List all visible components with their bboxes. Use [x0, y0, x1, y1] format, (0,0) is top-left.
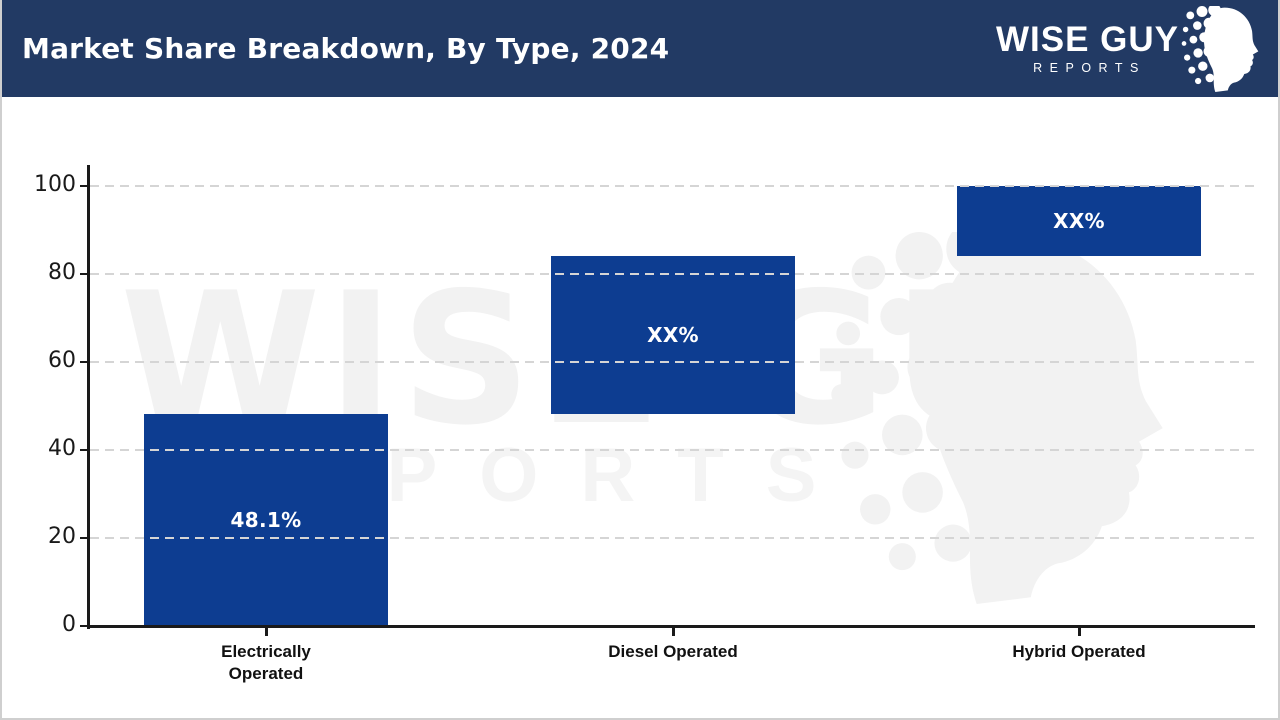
- x-tick-mark-hybrid-operated: [1078, 628, 1081, 636]
- y-tick-mark-20: [80, 537, 88, 539]
- bar-value-label-diesel-operated: XX%: [647, 323, 699, 348]
- y-tick-mark-100: [80, 185, 88, 187]
- header-bar: Market Share Breakdown, By Type, 2024 WI…: [2, 0, 1278, 97]
- y-tick-label-100: 100: [34, 172, 76, 197]
- gridline-100: [90, 185, 1255, 187]
- brand-subtitle: REPORTS: [1033, 61, 1146, 75]
- gridline-60: [90, 361, 1255, 363]
- page-title: Market Share Breakdown, By Type, 2024: [22, 32, 670, 65]
- brand-logo: WISE GUY REPORTS: [996, 6, 1260, 92]
- bar-value-label-electrically-operated: 48.1%: [230, 508, 302, 533]
- y-axis-line: [87, 165, 90, 629]
- y-tick-label-60: 60: [48, 348, 76, 373]
- y-tick-label-40: 40: [48, 436, 76, 461]
- brand-wordmark: WISE GUY REPORTS: [996, 22, 1179, 75]
- x-axis-label-diesel-operated: Diesel Operated: [608, 642, 738, 661]
- x-axis-label-hybrid-operated: Hybrid Operated: [1012, 642, 1146, 661]
- y-tick-mark-60: [80, 361, 88, 363]
- x-tick-mark-electrically-operated: [265, 628, 268, 636]
- y-tick-mark-80: [80, 273, 88, 275]
- y-tick-label-80: 80: [48, 260, 76, 285]
- bar-value-label-hybrid-operated: XX%: [1053, 208, 1105, 233]
- brand-name: WISE GUY: [995, 20, 1179, 59]
- x-tick-mark-diesel-operated: [672, 628, 675, 636]
- y-tick-mark-0: [80, 625, 88, 627]
- gridline-20: [90, 537, 1255, 539]
- x-axis-label-electrically-operated: Electrically Operated: [221, 642, 311, 684]
- gridline-40: [90, 449, 1255, 451]
- y-tick-mark-40: [80, 449, 88, 451]
- gridline-80: [90, 273, 1255, 275]
- bar-segment-electrically-operated: 48.1%: [144, 414, 388, 626]
- bar-segment-hybrid-operated: XX%: [957, 186, 1201, 256]
- y-tick-label-20: 20: [48, 524, 76, 549]
- y-tick-label-0: 0: [62, 612, 76, 637]
- x-axis-line: [87, 625, 1255, 628]
- bar-segment-diesel-operated: XX%: [551, 255, 795, 415]
